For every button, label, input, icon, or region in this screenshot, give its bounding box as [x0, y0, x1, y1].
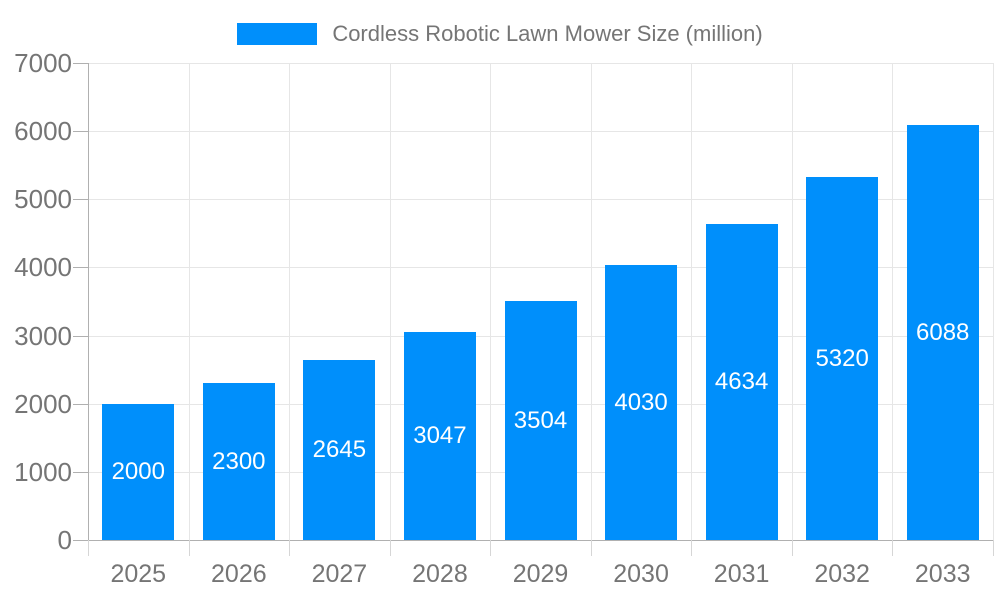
y-axis-line: [88, 63, 89, 540]
v-gridline: [490, 63, 492, 540]
y-axis-label: 1000: [14, 456, 72, 487]
x-axis-label: 2033: [914, 560, 971, 588]
v-gridline: [892, 63, 894, 540]
legend-swatch-icon: [237, 23, 318, 45]
y-axis-tick: [73, 335, 88, 337]
y-axis-label: 6000: [14, 116, 72, 147]
y-axis-label: 0: [57, 525, 72, 555]
x-axis-tick: [993, 540, 994, 556]
bar[interactable]: 3504: [504, 301, 577, 540]
x-axis-tick: [490, 540, 492, 556]
y-axis-label: 7000: [14, 48, 72, 78]
v-gridline: [590, 63, 592, 540]
x-axis-label: 2031: [713, 560, 770, 588]
v-gridline: [289, 63, 291, 540]
bar-value-label: 3504: [513, 406, 568, 434]
y-axis-tick: [73, 63, 88, 64]
bar[interactable]: 4634: [705, 224, 778, 540]
y-axis-tick: [73, 267, 88, 269]
x-axis-tick: [389, 540, 391, 556]
x-axis-label: 2032: [814, 560, 870, 588]
x-axis-label: 2030: [613, 560, 669, 588]
bar[interactable]: 2645: [303, 359, 376, 540]
bar[interactable]: 6088: [906, 125, 979, 540]
bar-value-label: 5320: [815, 344, 869, 372]
y-axis-label: 4000: [14, 252, 72, 283]
bar[interactable]: 2000: [102, 403, 175, 540]
h-gridline: [88, 267, 993, 269]
bar[interactable]: 4030: [605, 265, 678, 540]
x-axis-line: [88, 540, 993, 541]
y-axis-tick: [73, 199, 88, 201]
x-axis-tick: [289, 540, 291, 556]
bar-value-label: 6088: [916, 318, 970, 346]
x-axis-label: 2025: [110, 560, 167, 588]
y-axis-tick: [73, 131, 88, 133]
v-gridline: [993, 63, 994, 540]
h-gridline: [88, 63, 993, 64]
x-axis-tick: [892, 540, 894, 556]
bar-value-label: 2300: [212, 447, 266, 475]
x-axis-label: 2026: [211, 560, 267, 588]
legend-label: Cordless Robotic Lawn Mower Size (millio…: [332, 21, 763, 46]
bar[interactable]: 2300: [202, 383, 275, 540]
bar-value-label: 4634: [714, 368, 769, 396]
y-axis-tick: [73, 471, 88, 473]
h-gridline: [88, 199, 993, 201]
bar[interactable]: 5320: [806, 177, 879, 540]
bar-value-label: 3047: [413, 422, 467, 450]
y-axis-label: 2000: [14, 388, 72, 419]
bar-value-label: 2000: [111, 457, 165, 485]
x-axis-tick: [691, 540, 693, 556]
bar-value-label: 2645: [312, 435, 367, 463]
x-axis-label: 2027: [311, 560, 368, 588]
x-axis-tick: [791, 540, 793, 556]
x-axis-tick: [88, 540, 89, 556]
x-axis-label: 2028: [412, 560, 468, 588]
y-axis-tick: [73, 403, 88, 405]
v-gridline: [188, 63, 190, 540]
h-gridline: [88, 131, 993, 133]
x-axis-tick: [188, 540, 190, 556]
y-axis-label: 3000: [14, 320, 72, 351]
bar-value-label: 4030: [614, 388, 668, 416]
v-gridline: [791, 63, 793, 540]
plot-area: 2000 2300 2645 3047 3504 4030 4634 5320 6088: [88, 63, 994, 540]
y-axis-tick: [73, 540, 88, 541]
x-axis-tick: [590, 540, 592, 556]
legend[interactable]: Cordless Robotic Lawn Mower Size (millio…: [0, 21, 1000, 46]
y-axis-label: 5000: [14, 184, 72, 215]
v-gridline: [691, 63, 693, 540]
x-axis-label: 2029: [512, 560, 569, 588]
bar[interactable]: 3047: [403, 332, 476, 540]
v-gridline: [389, 63, 391, 540]
